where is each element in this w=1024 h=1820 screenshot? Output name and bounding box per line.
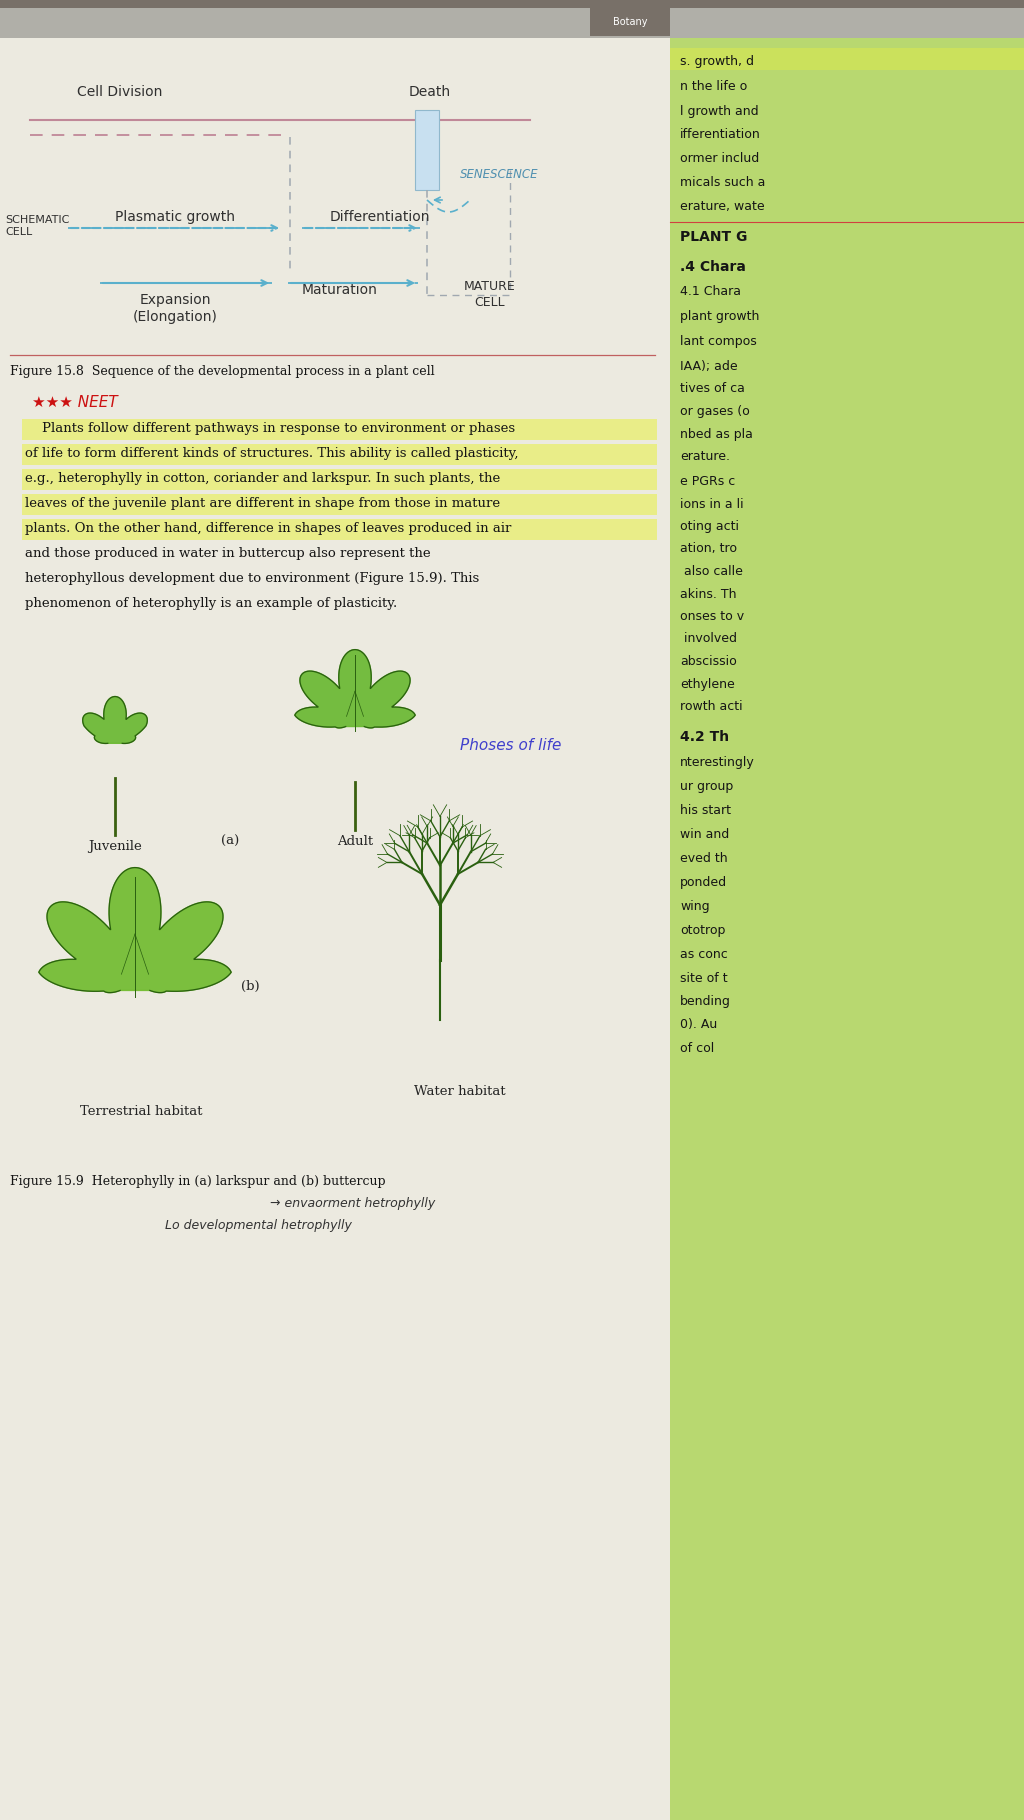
Bar xyxy=(22,470,657,490)
Text: ★★★ NEET: ★★★ NEET xyxy=(32,395,118,410)
Bar xyxy=(22,519,657,541)
Text: eved th: eved th xyxy=(680,852,728,864)
Text: Figure 15.8  Sequence of the developmental process in a plant cell: Figure 15.8 Sequence of the developmenta… xyxy=(10,366,434,379)
Text: win and: win and xyxy=(680,828,729,841)
Text: s. growth, d: s. growth, d xyxy=(680,55,754,67)
Text: n the life o: n the life o xyxy=(680,80,748,93)
Bar xyxy=(22,493,657,515)
Text: SCHEMATIC
CELL: SCHEMATIC CELL xyxy=(5,215,70,237)
Text: tives of ca: tives of ca xyxy=(680,382,744,395)
Bar xyxy=(0,0,1024,38)
Text: 0). Au: 0). Au xyxy=(680,1017,717,1030)
Text: Phoses of life: Phoses of life xyxy=(460,737,561,753)
Bar xyxy=(415,109,439,189)
Text: of col: of col xyxy=(680,1043,715,1056)
Bar xyxy=(0,29,670,1820)
Text: involved: involved xyxy=(680,632,737,644)
Text: wing: wing xyxy=(680,901,710,914)
Text: 4.1 Chara: 4.1 Chara xyxy=(680,286,741,298)
Text: ifferentiation: ifferentiation xyxy=(680,127,761,140)
Bar xyxy=(22,444,657,464)
Polygon shape xyxy=(295,650,415,728)
Text: bending: bending xyxy=(680,996,731,1008)
Text: Lo developmental hetrophylly: Lo developmental hetrophylly xyxy=(165,1219,352,1232)
Bar xyxy=(22,419,657,440)
Text: ions in a li: ions in a li xyxy=(680,499,743,511)
Text: ormer includ: ormer includ xyxy=(680,153,759,166)
Text: Differentiation: Differentiation xyxy=(330,209,430,224)
Bar xyxy=(670,0,1024,1820)
Text: nbed as pla: nbed as pla xyxy=(680,428,753,440)
Text: of life to form different kinds of structures. This ability is called plasticity: of life to form different kinds of struc… xyxy=(25,448,518,460)
Text: rowth acti: rowth acti xyxy=(680,701,742,713)
Text: ethylene: ethylene xyxy=(680,679,735,692)
Text: ation, tro: ation, tro xyxy=(680,542,737,555)
Text: site of t: site of t xyxy=(680,972,728,985)
Text: akins. Th: akins. Th xyxy=(680,588,736,601)
Text: Water habitat: Water habitat xyxy=(414,1085,506,1097)
Polygon shape xyxy=(83,697,147,743)
Polygon shape xyxy=(39,868,231,992)
Text: PLANT G: PLANT G xyxy=(680,229,748,244)
Text: erature.: erature. xyxy=(680,450,730,462)
Text: Adult: Adult xyxy=(337,835,373,848)
Text: Death: Death xyxy=(409,86,451,98)
Text: Expansion
(Elongation): Expansion (Elongation) xyxy=(132,293,217,324)
Text: Cell Division: Cell Division xyxy=(78,86,163,98)
Text: MATURE
CELL: MATURE CELL xyxy=(464,280,516,309)
Text: Botany: Botany xyxy=(612,16,647,27)
Text: → envaorment hetrophylly: → envaorment hetrophylly xyxy=(270,1198,435,1210)
Bar xyxy=(590,7,670,36)
Bar xyxy=(670,47,1024,69)
Text: phenomenon of heterophylly is an example of plasticity.: phenomenon of heterophylly is an example… xyxy=(25,597,397,610)
Bar xyxy=(0,0,1024,7)
Text: ur group: ur group xyxy=(680,781,733,794)
Text: Terrestrial habitat: Terrestrial habitat xyxy=(80,1105,203,1117)
Text: his start: his start xyxy=(680,804,731,817)
Text: micals such a: micals such a xyxy=(680,177,765,189)
Text: as conc: as conc xyxy=(680,948,728,961)
Text: or gases (o: or gases (o xyxy=(680,406,750,419)
Text: plants. On the other hand, difference in shapes of leaves produced in air: plants. On the other hand, difference in… xyxy=(25,522,511,535)
Text: also calle: also calle xyxy=(680,564,742,579)
Text: onses to v: onses to v xyxy=(680,610,744,622)
Text: abscissio: abscissio xyxy=(680,655,736,668)
Text: e.g., heterophylly in cotton, coriander and larkspur. In such plants, the: e.g., heterophylly in cotton, coriander … xyxy=(25,471,501,484)
Text: Plants follow different pathways in response to environment or phases: Plants follow different pathways in resp… xyxy=(25,422,515,435)
Text: Plasmatic growth: Plasmatic growth xyxy=(115,209,234,224)
Text: Figure 15.9  Heterophylly in (a) larkspur and (b) buttercup: Figure 15.9 Heterophylly in (a) larkspur… xyxy=(10,1176,386,1188)
Text: leaves of the juvenile plant are different in shape from those in mature: leaves of the juvenile plant are differe… xyxy=(25,497,500,510)
Text: ponded: ponded xyxy=(680,875,727,888)
Text: SENESCENCE: SENESCENCE xyxy=(460,169,539,182)
Text: 4.2 Th: 4.2 Th xyxy=(680,730,729,744)
Text: (b): (b) xyxy=(241,979,259,994)
Text: IAA); ade: IAA); ade xyxy=(680,360,737,373)
Text: ototrop: ototrop xyxy=(680,925,725,937)
Text: nterestingly: nterestingly xyxy=(680,755,755,770)
Text: (a): (a) xyxy=(221,835,240,848)
Text: plant growth: plant growth xyxy=(680,309,760,322)
Text: heterophyllous development due to environment (Figure 15.9). This: heterophyllous development due to enviro… xyxy=(25,571,479,584)
Text: Juvenile: Juvenile xyxy=(88,841,142,854)
Text: Maturation: Maturation xyxy=(302,282,378,297)
Text: .4 Chara: .4 Chara xyxy=(680,260,745,275)
Text: erature, wate: erature, wate xyxy=(680,200,765,213)
Text: e PGRs c: e PGRs c xyxy=(680,475,735,488)
Text: lant compos: lant compos xyxy=(680,335,757,348)
Text: oting acti: oting acti xyxy=(680,521,739,533)
Text: l growth and: l growth and xyxy=(680,106,759,118)
Text: and those produced in water in buttercup also represent the: and those produced in water in buttercup… xyxy=(25,548,431,561)
